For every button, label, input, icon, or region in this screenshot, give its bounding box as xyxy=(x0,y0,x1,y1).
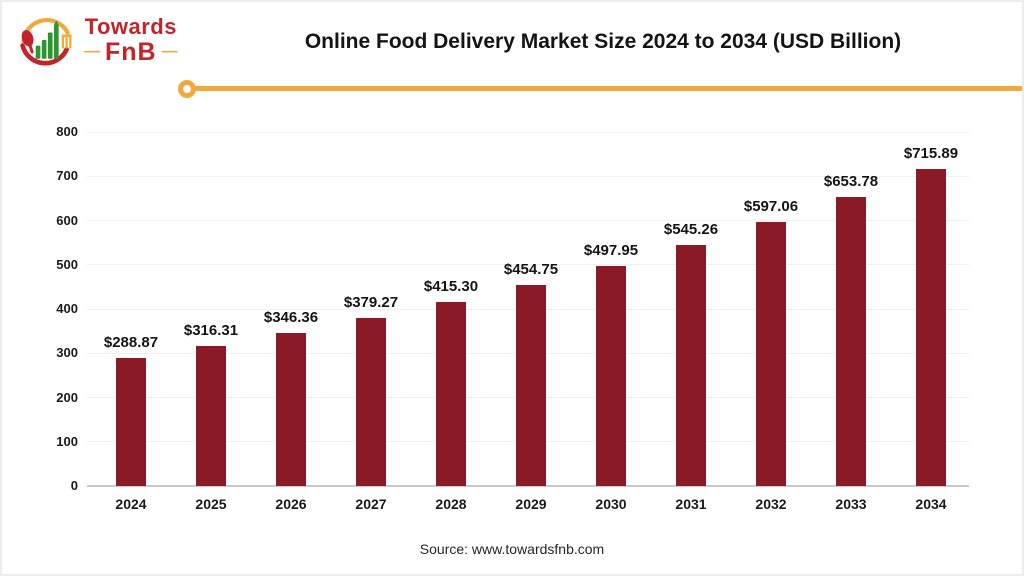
x-axis-label-2027: 2027 xyxy=(355,496,387,512)
bar-value-label-2032: $597.06 xyxy=(743,197,799,215)
divider-dot xyxy=(178,80,196,98)
x-axis-label-2024: 2024 xyxy=(115,496,147,512)
towardsfnb-logo-icon xyxy=(20,18,72,66)
y-axis-label-600: 600 xyxy=(56,212,78,228)
bar-value-label-2034: $715.89 xyxy=(903,145,959,163)
bar-2034 xyxy=(916,169,946,486)
brand-towards: Towards xyxy=(84,13,177,39)
x-axis-label-2029: 2029 xyxy=(515,496,547,512)
bar-2029 xyxy=(516,284,546,486)
bar-2033 xyxy=(836,196,866,486)
bar-2026 xyxy=(276,332,306,486)
y-axis-label-100: 100 xyxy=(56,433,78,449)
y-axis-label-500: 500 xyxy=(56,256,78,272)
bar-value-label-2028: $415.30 xyxy=(423,278,479,296)
y-axis-label-400: 400 xyxy=(56,301,78,316)
x-axis-label-2033: 2033 xyxy=(835,496,867,512)
y-axis-label-800: 800 xyxy=(56,124,78,139)
towardsfnb-logo: Towards — FnB — xyxy=(16,10,178,70)
bar-value-label-2029: $454.75 xyxy=(503,260,559,278)
x-axis-label-2031: 2031 xyxy=(675,496,707,512)
bar-2024 xyxy=(116,358,146,486)
x-axis-label-2030: 2030 xyxy=(595,496,627,512)
y-axis-label-300: 300 xyxy=(56,345,78,361)
chart-title: Online Food Delivery Market Size 2024 to… xyxy=(304,30,902,53)
bar-value-label-2031: $545.26 xyxy=(663,220,719,238)
brand-dash-left: — xyxy=(84,43,100,60)
bar-value-label-2030: $497.95 xyxy=(583,241,639,259)
bar-2027 xyxy=(356,318,386,486)
y-axis-label-200: 200 xyxy=(56,389,78,405)
bar-value-label-2025: $316.31 xyxy=(183,322,239,340)
y-axis-label-700: 700 xyxy=(56,168,78,184)
x-axis-line xyxy=(87,485,969,487)
bar-2028 xyxy=(436,302,466,486)
bar-2031 xyxy=(676,244,706,486)
x-axis-label-2025: 2025 xyxy=(195,496,227,512)
x-axis-label-2026: 2026 xyxy=(275,496,307,512)
divider-line xyxy=(195,86,1022,91)
bar-2032 xyxy=(756,221,786,486)
brand-text: Towards — FnB — xyxy=(84,13,178,66)
bar-value-label-2033: $653.78 xyxy=(823,172,879,190)
bar-value-label-2026: $346.36 xyxy=(263,308,319,326)
bar-2030 xyxy=(596,265,626,486)
y-axis-label-0: 0 xyxy=(70,478,78,493)
gridline-800 xyxy=(87,131,969,133)
bar-2025 xyxy=(196,346,226,486)
bar-value-label-2024: $288.87 xyxy=(103,334,159,352)
x-axis-label-2032: 2032 xyxy=(755,496,787,512)
bar-value-label-2027: $379.27 xyxy=(343,294,399,312)
gridline-500 xyxy=(87,264,969,266)
x-axis-label-2028: 2028 xyxy=(435,496,467,512)
source-text: Source: www.towardsfnb.com xyxy=(419,541,605,557)
brand-dash-right: — xyxy=(161,43,178,60)
x-axis-label-2034: 2034 xyxy=(915,496,947,512)
brand-fnb: FnB xyxy=(105,37,157,66)
gridline-700 xyxy=(87,175,969,177)
gridline-600 xyxy=(87,220,969,221)
